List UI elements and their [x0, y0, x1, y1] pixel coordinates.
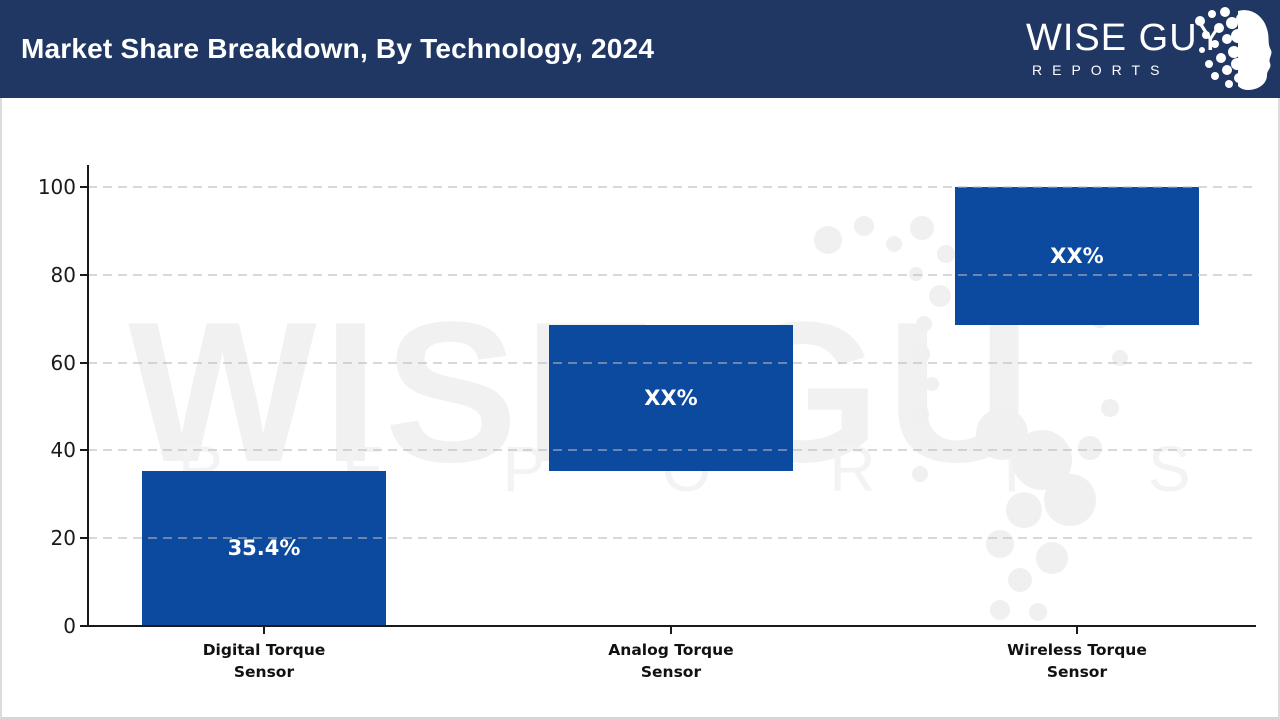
bar-value-label: XX%	[1050, 243, 1104, 268]
y-tick-mark	[80, 537, 88, 540]
gridline	[88, 186, 1256, 188]
x-tick-mark	[263, 627, 265, 634]
x-axis-spine	[87, 625, 1256, 627]
wiseguy-logo-wordmark: WISE GUY	[1026, 17, 1225, 59]
y-tick-label: 60	[50, 350, 76, 375]
wiseguy-face-logo	[1195, 7, 1272, 90]
x-tick-mark	[1076, 627, 1078, 634]
gridline	[88, 449, 1256, 452]
bar-value-label: 35.4%	[227, 536, 301, 561]
header: Market Share Breakdown, By Technology, 2…	[0, 0, 1280, 98]
wiseguy-logo-reports: REPORTS	[1032, 62, 1170, 78]
x-category-label: Analog Torque Sensor	[608, 641, 734, 681]
y-tick-label: 80	[50, 262, 76, 287]
y-tick-mark	[80, 186, 88, 188]
y-tick-label: 40	[50, 438, 76, 463]
gridline	[88, 537, 1256, 540]
y-tick-mark	[80, 625, 88, 627]
bar-value-label: XX%	[644, 385, 698, 410]
page-title: Market Share Breakdown, By Technology, 2…	[21, 33, 655, 64]
x-tick-mark	[670, 627, 672, 634]
y-tick-label: 20	[50, 526, 76, 551]
bar	[549, 324, 793, 471]
y-tick-label: 100	[37, 175, 76, 199]
gridline	[88, 273, 1256, 276]
y-tick-mark	[80, 273, 88, 276]
x-category-label: Wireless Torque Sensor	[1007, 641, 1147, 681]
y-axis-spine	[87, 165, 89, 627]
bar	[955, 187, 1199, 325]
watermark-dots	[814, 216, 1128, 621]
gridline	[88, 361, 1256, 364]
y-tick-label: 0	[63, 614, 76, 638]
bar	[142, 470, 386, 626]
y-tick-mark	[80, 361, 88, 364]
wiseguy-logo: WISE GUY REPORTS	[1018, 0, 1274, 98]
x-category-label: Digital Torque Sensor	[202, 641, 326, 681]
y-tick-mark	[80, 449, 88, 452]
